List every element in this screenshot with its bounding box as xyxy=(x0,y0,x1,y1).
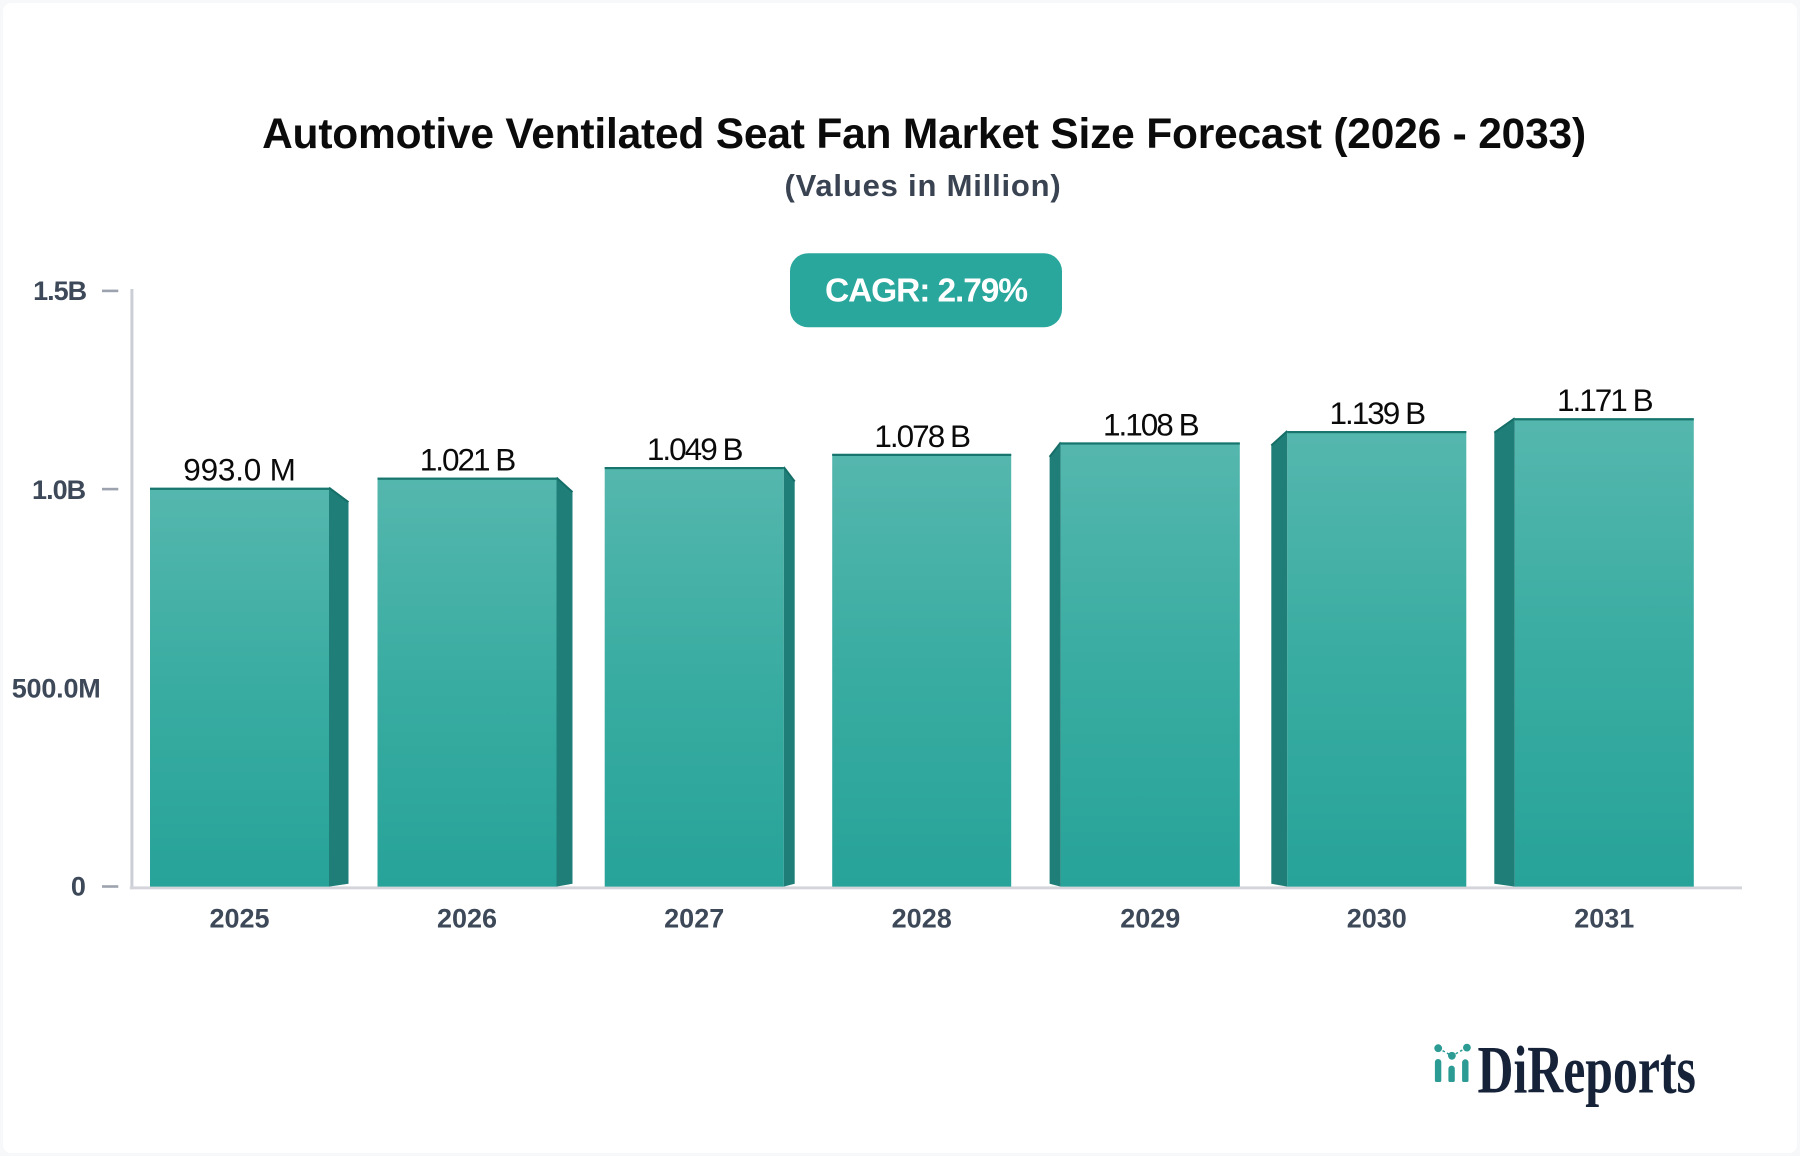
svg-text:(Values in Million): (Values in Million) xyxy=(784,168,1061,203)
svg-text:500.0M: 500.0M xyxy=(12,674,101,704)
svg-text:CAGR: 2.79%: CAGR: 2.79% xyxy=(825,272,1027,309)
svg-text:2029: 2029 xyxy=(1120,904,1180,934)
svg-text:993.0 M: 993.0 M xyxy=(183,452,295,488)
svg-text:1.0B: 1.0B xyxy=(32,475,86,505)
svg-text:2026: 2026 xyxy=(437,904,497,934)
svg-text:1.108 B: 1.108 B xyxy=(1103,406,1199,442)
svg-text:1.049 B: 1.049 B xyxy=(647,431,743,467)
svg-text:1.021 B: 1.021 B xyxy=(420,442,516,478)
svg-text:Automotive Ventilated Seat Fan: Automotive Ventilated Seat Fan Market Si… xyxy=(262,111,1586,158)
svg-text:2025: 2025 xyxy=(209,904,269,934)
svg-text:1.171 B: 1.171 B xyxy=(1557,382,1653,418)
svg-text:2027: 2027 xyxy=(664,904,724,934)
svg-text:1.5B: 1.5B xyxy=(33,276,87,306)
svg-text:1.139 B: 1.139 B xyxy=(1330,395,1426,431)
svg-text:2030: 2030 xyxy=(1347,904,1407,934)
svg-text:0: 0 xyxy=(71,871,86,901)
svg-text:2031: 2031 xyxy=(1574,904,1634,934)
svg-text:1.078 B: 1.078 B xyxy=(874,418,970,454)
svg-text:DiReports: DiReports xyxy=(1478,1032,1696,1107)
svg-text:2028: 2028 xyxy=(892,904,952,934)
